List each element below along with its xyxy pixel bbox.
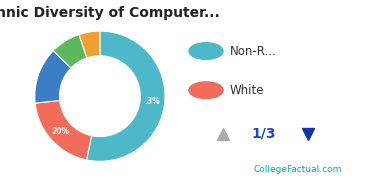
Text: 20%: 20%: [52, 127, 70, 136]
Text: CollegeFactual.com: CollegeFactual.com: [254, 165, 342, 174]
Text: 1/3: 1/3: [252, 127, 276, 141]
Text: White: White: [230, 84, 264, 97]
Circle shape: [189, 82, 223, 98]
Wedge shape: [87, 31, 165, 161]
Text: Non-R...: Non-R...: [230, 45, 277, 58]
Wedge shape: [35, 51, 71, 103]
Text: Ethnic Diversity of Computer...: Ethnic Diversity of Computer...: [0, 6, 220, 20]
Wedge shape: [53, 35, 87, 68]
Wedge shape: [79, 31, 100, 58]
Circle shape: [189, 43, 223, 59]
Wedge shape: [35, 100, 92, 160]
Text: .3%: .3%: [145, 97, 160, 106]
